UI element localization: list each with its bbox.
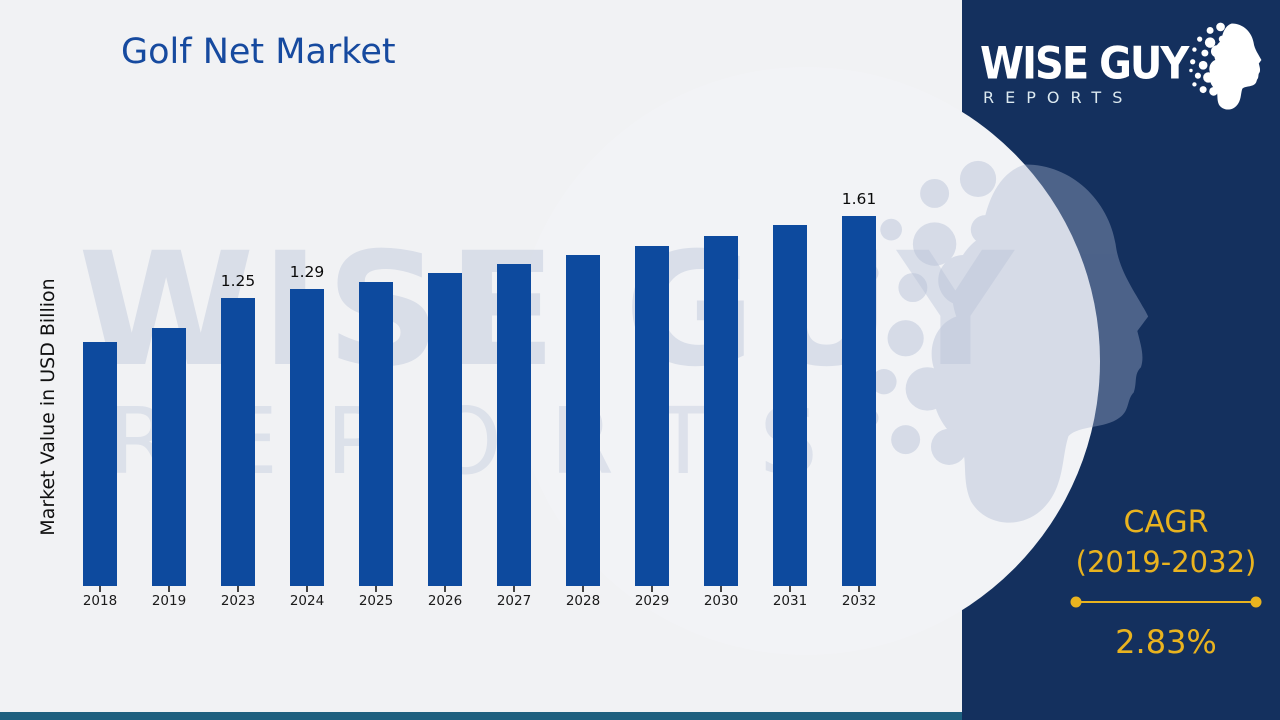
x-tick-label: 2032: [841, 593, 877, 609]
bar-2031: [773, 225, 807, 586]
x-tick: [720, 586, 722, 592]
bar-2028: [566, 255, 600, 586]
bottom-strip: [0, 712, 962, 720]
logo-reports-text: REPORTS: [983, 88, 1134, 107]
x-tick: [651, 586, 653, 592]
logo-wordmark: WISE GUY: [980, 38, 1189, 90]
x-tick: [375, 586, 377, 592]
logo-face-icon: [1189, 22, 1262, 110]
x-tick-label: 2029: [634, 593, 670, 609]
cagr-divider-line: [1070, 596, 1262, 608]
x-tick: [858, 586, 860, 592]
x-tick-label: 2031: [772, 593, 808, 609]
x-tick-label: 2019: [151, 593, 187, 609]
cagr-heading: CAGR: [1123, 505, 1209, 540]
bar-2024: [290, 289, 324, 586]
x-tick-label: 2026: [427, 593, 463, 609]
bar-2032: [842, 216, 876, 586]
bar-2029: [635, 246, 669, 586]
bar-2018: [83, 342, 117, 586]
bar-value-label: 1.29: [289, 263, 325, 281]
x-tick: [168, 586, 170, 592]
bar-value-label: 1.25: [220, 272, 256, 290]
x-tick-label: 2024: [289, 593, 325, 609]
x-tick: [789, 586, 791, 592]
x-tick: [513, 586, 515, 592]
bar-2019: [152, 328, 186, 586]
x-tick-label: 2018: [82, 593, 118, 609]
x-tick: [306, 586, 308, 592]
x-tick: [444, 586, 446, 592]
bar-value-label: 1.61: [841, 190, 877, 208]
bar-2030: [704, 236, 738, 586]
cagr-range: (2019-2032): [1075, 545, 1257, 579]
x-tick-label: 2023: [220, 593, 256, 609]
cagr-block: CAGR (2019-2032) 2.83%: [1062, 504, 1270, 661]
y-axis-label: Market Value in USD Billion: [37, 278, 59, 536]
x-tick-label: 2030: [703, 593, 739, 609]
bar-2026: [428, 273, 462, 586]
x-tick: [99, 586, 101, 592]
x-tick: [237, 586, 239, 592]
wiseguy-logo: WISE GUY REPORTS: [962, 0, 1280, 150]
bar-2027: [497, 264, 531, 586]
x-tick: [582, 586, 584, 592]
x-tick-label: 2027: [496, 593, 532, 609]
chart-title: Golf Net Market: [121, 32, 396, 72]
bar-2023: [221, 298, 255, 586]
x-tick-label: 2028: [565, 593, 601, 609]
cagr-value: 2.83%: [1115, 623, 1217, 661]
x-tick-label: 2025: [358, 593, 394, 609]
bar-2025: [359, 282, 393, 586]
